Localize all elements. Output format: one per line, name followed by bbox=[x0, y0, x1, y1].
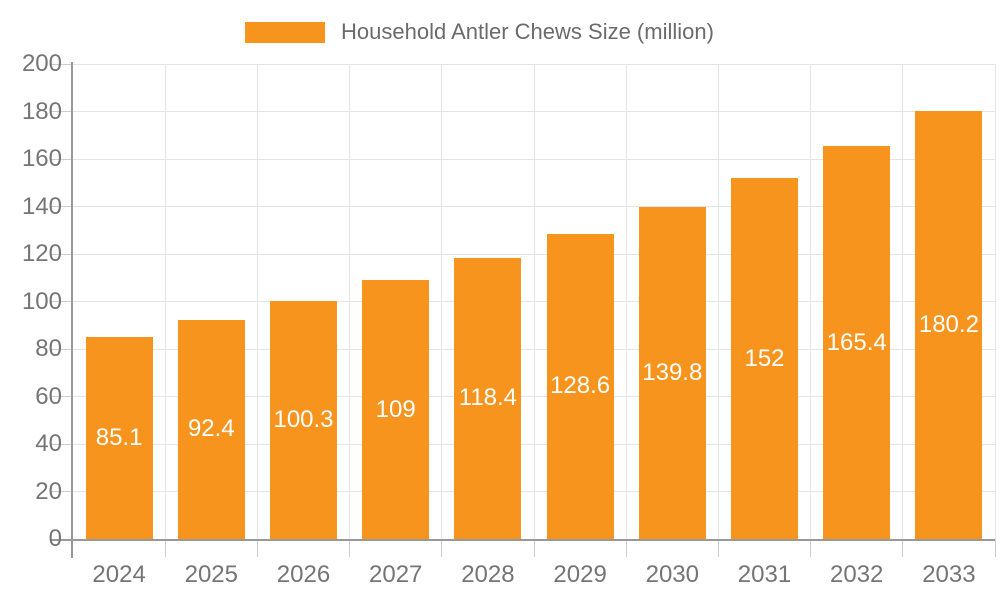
bar: 118.4 bbox=[454, 257, 522, 539]
gridline-vertical bbox=[164, 64, 166, 539]
bar-value-label: 118.4 bbox=[458, 384, 518, 412]
bar-value-label: 109 bbox=[375, 395, 416, 423]
y-axis-label: 0 bbox=[48, 525, 62, 552]
x-axis-label: 2032 bbox=[829, 561, 884, 588]
bar-value-label: 85.1 bbox=[95, 423, 143, 451]
legend-swatch bbox=[245, 21, 325, 43]
bar: 152 bbox=[731, 178, 798, 539]
gridline-vertical bbox=[810, 64, 812, 539]
x-axis-tick bbox=[810, 539, 812, 557]
y-axis-tick bbox=[51, 301, 73, 302]
x-axis-label: 2029 bbox=[553, 561, 607, 588]
x-axis-label: 2031 bbox=[737, 561, 792, 588]
bar: 92.4 bbox=[177, 319, 245, 539]
x-axis-tick bbox=[256, 539, 258, 557]
y-axis-tick bbox=[51, 111, 73, 112]
gridline-vertical bbox=[533, 64, 535, 539]
x-axis-tick bbox=[625, 539, 627, 557]
x-axis-tick bbox=[717, 539, 719, 557]
bar-value-label: 165.4 bbox=[826, 328, 887, 356]
bar-value-label: 128.6 bbox=[550, 372, 611, 400]
x-axis-tick bbox=[349, 539, 351, 557]
gridline-vertical bbox=[256, 64, 258, 539]
y-axis-tick bbox=[51, 443, 73, 445]
y-axis-label: 180 bbox=[21, 97, 62, 125]
y-axis-line bbox=[71, 62, 73, 558]
gridline-vertical bbox=[349, 64, 351, 539]
gridline-vertical bbox=[625, 64, 627, 539]
y-axis-tick bbox=[51, 491, 73, 492]
bar-value-label: 139.8 bbox=[642, 358, 703, 386]
gridline-vertical bbox=[441, 64, 443, 539]
y-axis-tick bbox=[51, 158, 73, 160]
y-axis-label: 60 bbox=[35, 382, 62, 410]
y-axis-label: 100 bbox=[21, 287, 62, 315]
x-axis-tick bbox=[533, 539, 535, 557]
x-axis-label: 2025 bbox=[184, 561, 238, 588]
x-axis-label: 2033 bbox=[922, 561, 976, 588]
x-axis-line bbox=[51, 539, 995, 541]
y-axis-tick bbox=[51, 63, 73, 65]
y-axis-label: 160 bbox=[21, 145, 62, 172]
x-axis-tick bbox=[164, 539, 166, 557]
bar: 139.8 bbox=[638, 206, 706, 539]
x-axis-label: 2027 bbox=[368, 561, 423, 588]
legend[interactable]: Household Antler Chews Size (million) bbox=[245, 19, 714, 45]
y-axis-label: 80 bbox=[35, 335, 62, 362]
x-axis-label: 2028 bbox=[461, 561, 515, 588]
y-axis-label: 40 bbox=[35, 430, 62, 457]
y-axis-label: 140 bbox=[21, 192, 62, 220]
x-axis-label: 2026 bbox=[276, 561, 331, 588]
y-axis-label: 20 bbox=[35, 477, 62, 505]
y-axis-label: 120 bbox=[21, 240, 62, 267]
x-axis-label: 2030 bbox=[645, 561, 699, 588]
y-axis-tick bbox=[51, 206, 73, 207]
y-axis-tick bbox=[51, 348, 73, 350]
bar: 128.6 bbox=[546, 233, 614, 539]
bar-value-label: 180.2 bbox=[918, 311, 979, 338]
bar: 85.1 bbox=[85, 336, 153, 539]
x-axis-tick bbox=[441, 539, 443, 557]
y-axis-label: 200 bbox=[21, 50, 62, 77]
bar-value-label: 152 bbox=[744, 344, 785, 372]
bar: 109 bbox=[362, 280, 430, 539]
bar: 180.2 bbox=[915, 111, 983, 539]
bar-value-label: 100.3 bbox=[273, 405, 334, 433]
bar: 100.3 bbox=[270, 300, 337, 539]
bar: 165.4 bbox=[823, 146, 891, 539]
gridline-vertical bbox=[902, 64, 904, 539]
legend-label: Household Antler Chews Size (million) bbox=[341, 19, 714, 44]
bar-value-label: 92.4 bbox=[187, 415, 235, 443]
y-axis-tick bbox=[51, 396, 73, 397]
gridline-vertical bbox=[994, 64, 996, 539]
y-axis-tick bbox=[51, 253, 73, 255]
x-axis-tick bbox=[994, 539, 996, 557]
gridline-vertical bbox=[717, 64, 719, 539]
x-axis-label: 2024 bbox=[92, 561, 146, 588]
x-axis-tick bbox=[902, 539, 904, 557]
